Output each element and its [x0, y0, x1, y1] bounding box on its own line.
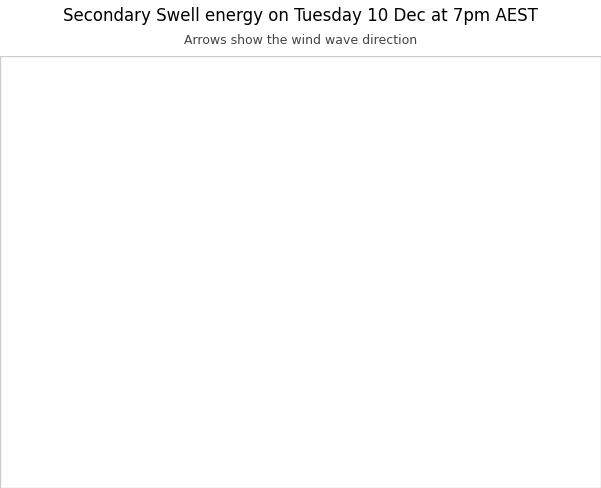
Text: Arrows show the wind wave direction: Arrows show the wind wave direction: [184, 34, 417, 47]
Text: Secondary Swell energy on Tuesday 10 Dec at 7pm AEST: Secondary Swell energy on Tuesday 10 Dec…: [63, 7, 538, 25]
Bar: [0, 56, 601, 488]
